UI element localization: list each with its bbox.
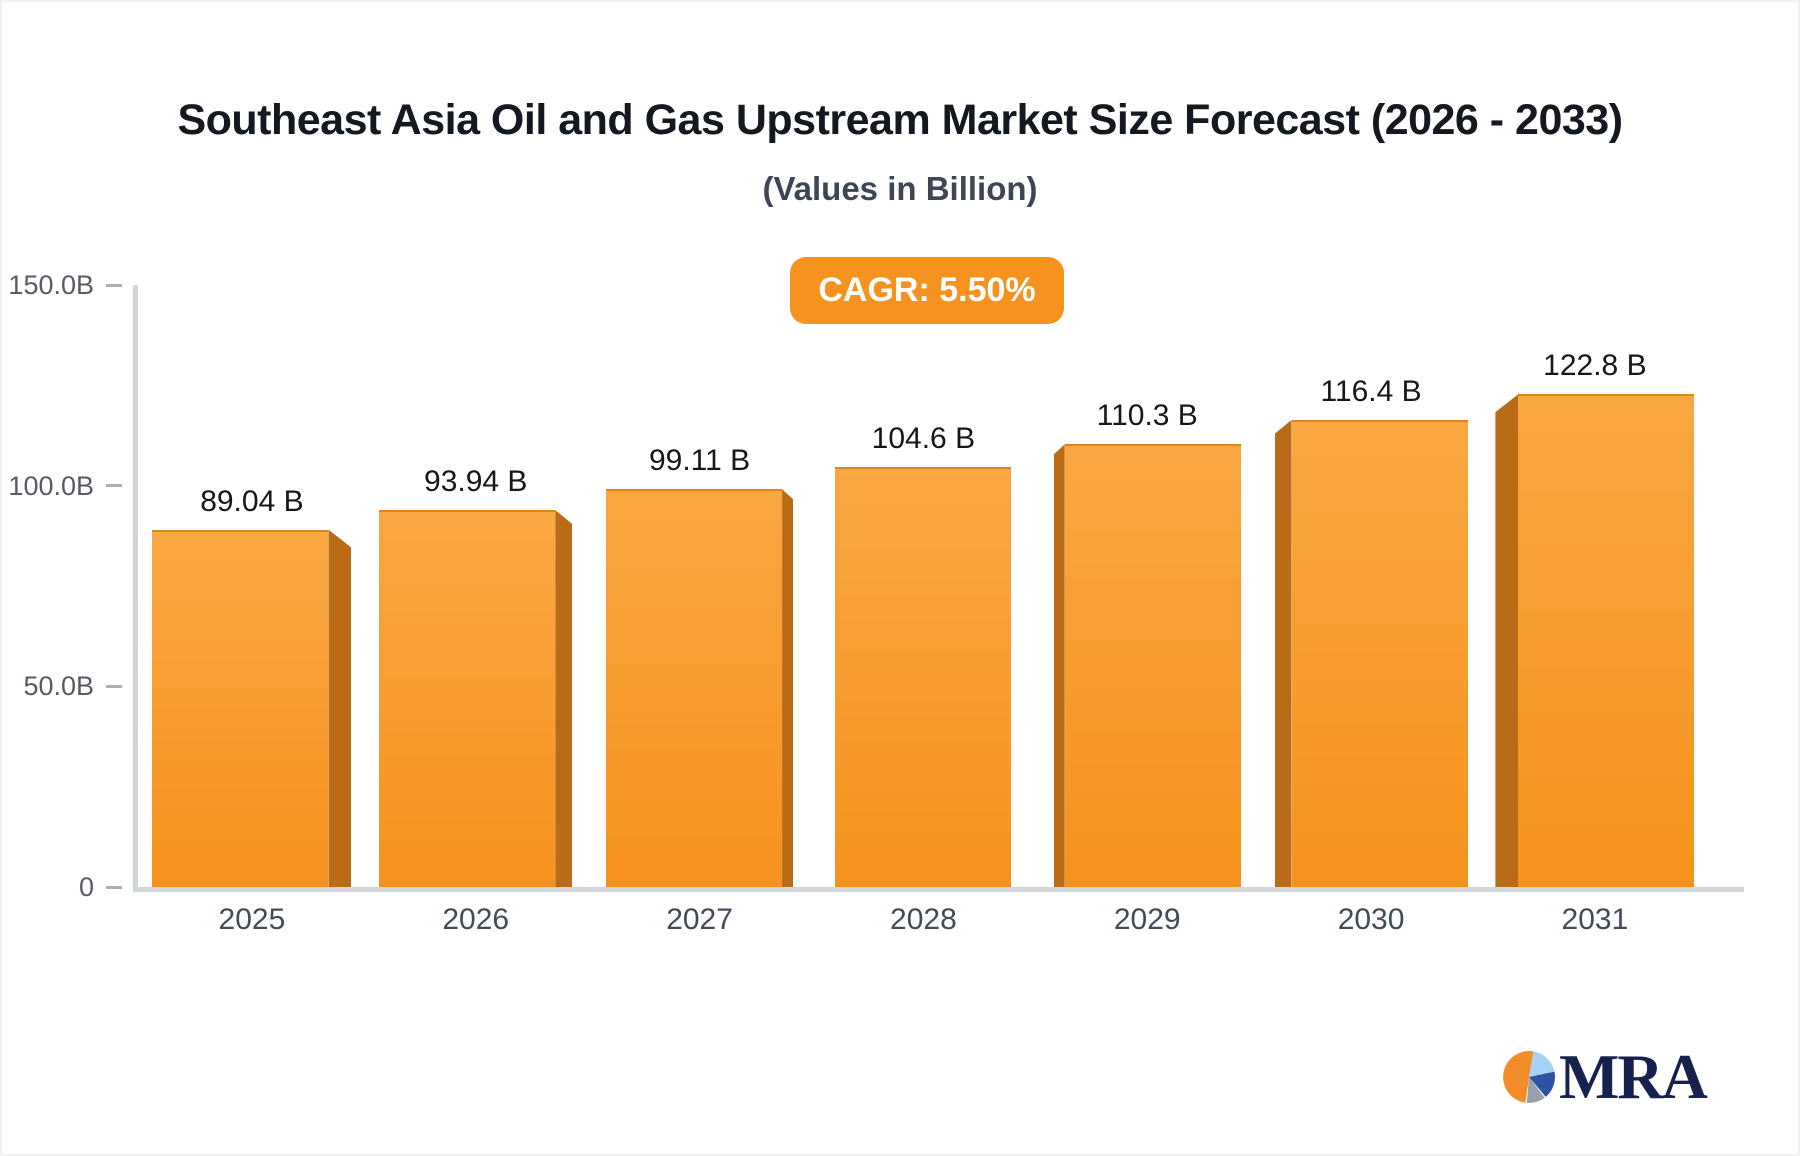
y-tick-mark (106, 484, 122, 488)
bar-value-label: 93.94 B (424, 464, 528, 498)
bar-face (1518, 394, 1695, 887)
bar-2026 (379, 509, 573, 887)
logo-pie-slice-orange (1503, 1051, 1534, 1103)
logo-pie-slice-gray (1526, 1077, 1545, 1103)
logo-pie-icon (1503, 1051, 1555, 1103)
bar-value-label: 116.4 B (1320, 374, 1422, 408)
y-tick-label: 100.0B (8, 470, 94, 501)
bar-face (835, 467, 1012, 887)
y-tick-label: 150.0B (8, 270, 94, 300)
x-axis-label: 2026 (442, 903, 510, 936)
chart-title: Southeast Asia Oil and Gas Upstream Mark… (177, 96, 1623, 144)
bar-face (379, 509, 556, 887)
bar-value-label: 110.3 B (1096, 399, 1198, 433)
bar-side-shade (328, 529, 352, 887)
bar-2028 (835, 467, 1012, 887)
bar-face (606, 489, 783, 887)
chart-subtitle: (Values in Billion) (762, 170, 1038, 207)
bar-side-shade (1274, 419, 1292, 887)
y-tick-mark (106, 283, 122, 287)
x-axis-label: 2028 (890, 903, 957, 936)
x-axis-label: 2025 (218, 903, 286, 936)
y-axis-line (133, 285, 138, 887)
bar-value-label: 104.6 B (871, 422, 976, 456)
bar-value-label: 89.04 B (200, 484, 304, 518)
cagr-badge: CAGR: 5.50% (790, 257, 1064, 324)
x-axis-label: 2030 (1337, 903, 1405, 936)
y-tick-label: 50.0B (23, 671, 94, 702)
y-tick-label: 0 (78, 872, 94, 902)
bar-2031 (1495, 394, 1695, 887)
y-tick-mark (106, 684, 122, 688)
bar-2029 (1053, 444, 1241, 887)
bar-2027 (606, 489, 794, 887)
logo-text: MRA (1559, 1041, 1708, 1112)
bar-face (1291, 419, 1468, 887)
logo-pie-slice-darkblue (1529, 1071, 1555, 1097)
bar-side-shade (782, 489, 794, 887)
bar-2025 (152, 529, 352, 887)
y-tick-mark (106, 885, 122, 889)
bar-face (152, 529, 329, 887)
bar-2030 (1274, 419, 1468, 887)
bar-value-label: 122.8 B (1543, 349, 1647, 383)
bar-side-shade (555, 509, 573, 887)
x-axis-label: 2031 (1561, 903, 1629, 936)
bar-side-shade (1053, 444, 1065, 887)
bar-side-shade (1495, 394, 1519, 887)
x-axis-line (133, 887, 1744, 892)
logo-pie-slice-lightblue (1529, 1051, 1555, 1077)
x-axis-label: 2029 (1113, 903, 1181, 936)
x-axis-label: 2027 (666, 903, 733, 936)
bar-value-label: 99.11 B (648, 444, 751, 478)
brand-logo: MRA (1502, 1040, 1708, 1114)
bar-face (1064, 444, 1241, 887)
